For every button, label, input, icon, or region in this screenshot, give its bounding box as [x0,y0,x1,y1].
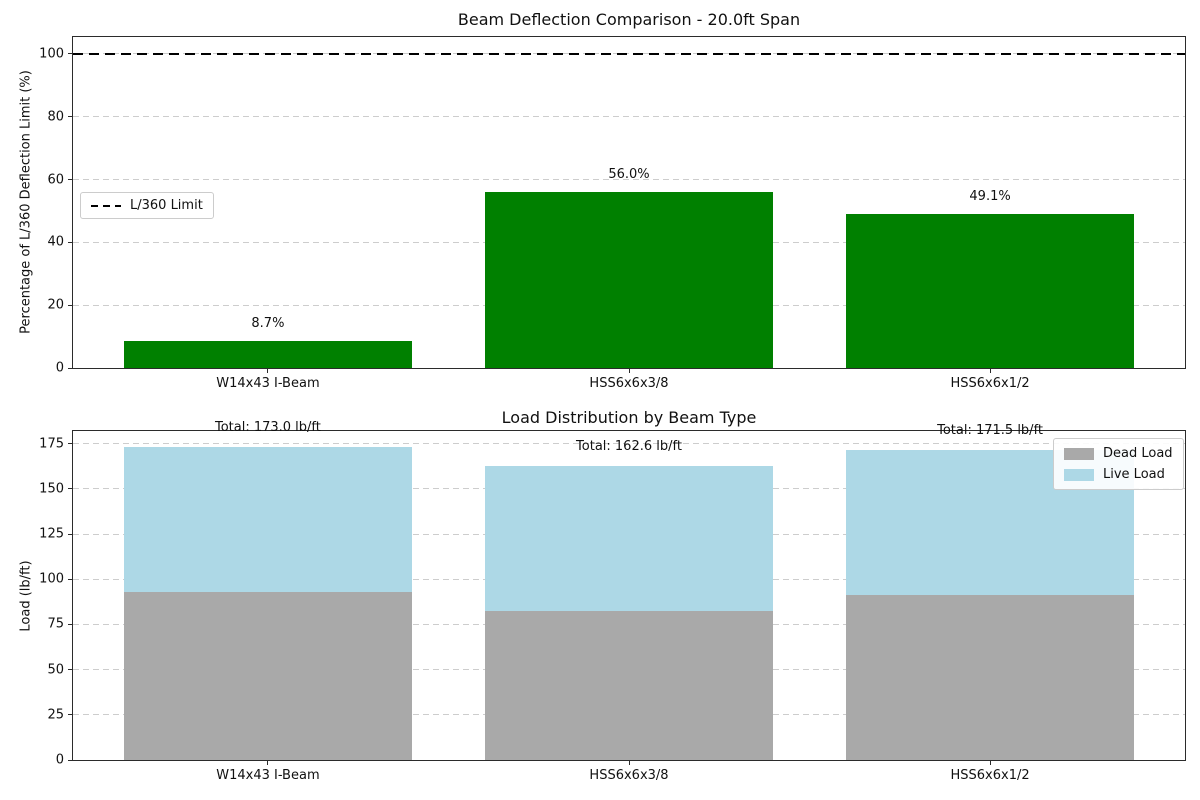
bar-hss6x6x3-8 [484,192,773,368]
x-tick-mark [267,369,269,373]
legend-label-l360-limit: L/360 Limit [130,198,203,213]
dashed-line-legend-sample [91,204,121,207]
bar-value-label-w14x43-i-beam: 8.7% [251,315,285,331]
gridline-60 [73,179,1185,181]
y-tick-mark [68,578,72,580]
y-tick-label: 0 [55,360,64,376]
y-tick-label: 40 [47,234,64,250]
y-tick-label: 150 [39,481,64,497]
bar-value-label-w14x43-i-beam: Total: 173.0 lb/ft [214,420,321,436]
x-tick-mark [267,761,269,765]
y-tick-mark [68,443,72,445]
x-category-label-hss6x6x1-2: HSS6x6x1/2 [950,376,1030,391]
live-load-bar-w14x43-i-beam [123,447,412,592]
y-tick-label: 60 [47,172,64,188]
y-tick-label: 25 [47,707,64,723]
bar-hss6x6x1-2 [846,213,1135,368]
x-tick-mark [989,369,991,373]
y-tick-mark [68,179,72,181]
load-chart-title: Load Distribution by Beam Type [501,408,757,427]
reference-line-l360-limit [73,52,1185,55]
y-tick-label: 75 [47,616,64,632]
y-tick-mark [68,533,72,535]
y-tick-label: 0 [55,752,64,768]
y-tick-mark [68,714,72,716]
bar-value-label-hss6x6x1-2: 49.1% [969,188,1011,204]
x-category-label-w14x43-i-beam: W14x43 I-Beam [216,768,320,783]
y-tick-mark [68,759,72,761]
x-category-label-hss6x6x3-8: HSS6x6x3/8 [589,376,669,391]
legend-label-live-load: Live Load [1103,467,1165,482]
y-tick-mark [68,304,72,306]
y-tick-label: 125 [39,526,64,542]
y-tick-label: 20 [47,297,64,313]
load-chart-legend: Dead Load Live Load [1053,438,1184,490]
live-load-bar-hss6x6x3-8 [484,466,773,611]
y-tick-label: 50 [47,662,64,678]
x-category-label-hss6x6x3-8: HSS6x6x3/8 [589,768,669,783]
x-tick-mark [628,761,630,765]
legend-row-dead-load: Dead Load [1064,446,1173,461]
y-tick-mark [68,669,72,671]
dead-load-bar-w14x43-i-beam [123,591,412,760]
deflection-chart-legend: L/360 Limit [80,192,214,219]
deflection-chart-plot-area: 0 20 40 60 80 100 W14x43 I-Beam 8.7% HSS6x6x3/8 5… [39,36,1186,391]
y-tick-mark [68,116,72,118]
bar-w14x43-i-beam [123,340,412,368]
legend-row-live-load: Live Load [1064,467,1173,482]
dead-load-bar-hss6x6x3-8 [484,610,773,760]
y-tick-mark [68,623,72,625]
gridline-80 [73,116,1185,118]
y-tick-label: 80 [47,109,64,125]
x-tick-mark [989,761,991,765]
load-chart-plot-area: 0 25 50 75 100 125 150 175 W14x43 I-Beam Total: 1… [39,420,1186,783]
x-category-label-w14x43-i-beam: W14x43 I-Beam [216,376,320,391]
gridline-175 [73,443,1185,445]
y-tick-mark [68,367,72,369]
y-tick-mark [68,53,72,55]
x-category-label-hss6x6x1-2: HSS6x6x1/2 [950,768,1030,783]
y-tick-mark [68,488,72,490]
dead-load-swatch [1064,447,1094,460]
bar-value-label-hss6x6x3-8: 56.0% [608,167,650,183]
y-tick-label: 100 [39,46,64,62]
dead-load-bar-hss6x6x1-2 [846,594,1135,760]
y-tick-label: 175 [39,436,64,452]
bar-value-label-hss6x6x3-8: Total: 162.6 lb/ft [576,439,682,455]
legend-label-dead-load: Dead Load [1103,446,1173,461]
bar-value-label-hss6x6x1-2: Total: 171.5 lb/ft [937,422,1044,438]
deflection-chart-ylabel: Percentage of L/360 Deflection Limit (%) [18,70,34,334]
y-tick-label: 100 [39,571,64,587]
load-chart-ylabel: Load (lb/ft) [18,560,34,632]
live-load-swatch [1064,468,1094,481]
x-tick-mark [628,369,630,373]
y-tick-mark [68,241,72,243]
deflection-chart-title: Beam Deflection Comparison - 20.0ft Span [457,10,801,29]
